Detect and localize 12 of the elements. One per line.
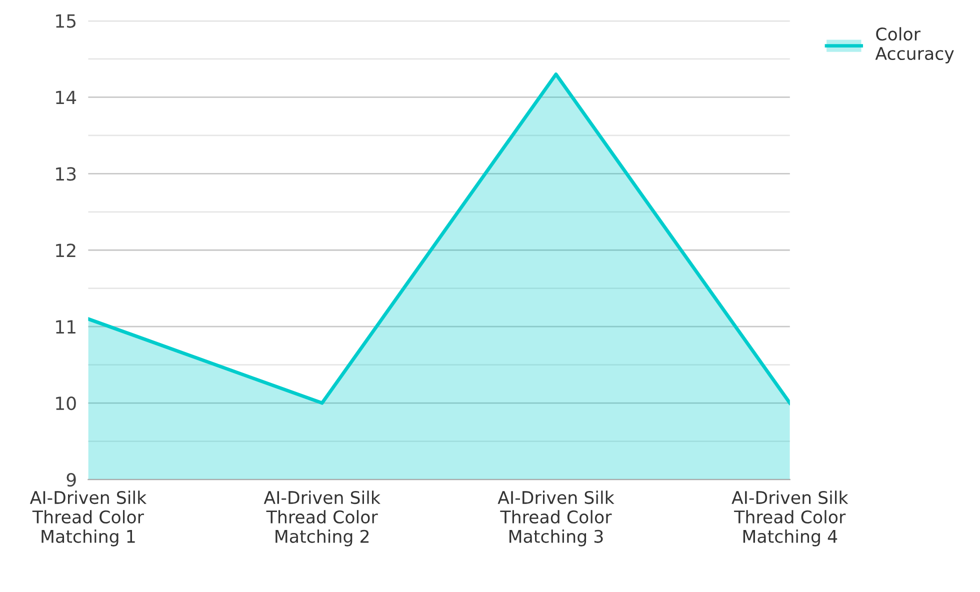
- x-tick-label: AI-Driven Silk Thread Color Matching 2: [264, 490, 380, 546]
- y-tick-label: 12: [56, 244, 76, 257]
- legend-label: Color Accuracy: [875, 27, 954, 64]
- y-tick-label: 15: [56, 14, 76, 28]
- y-tick-label: 11: [56, 320, 76, 334]
- y-tick-label: 14: [56, 90, 76, 104]
- x-tick-label: AI-Driven Silk Thread Color Matching 4: [732, 490, 848, 546]
- y-tick-label: 10: [56, 396, 76, 410]
- x-tick-label: AI-Driven Silk Thread Color Matching 3: [498, 490, 614, 546]
- y-tick-label: 13: [56, 167, 76, 181]
- y-tick-label: 9: [66, 472, 76, 487]
- x-tick-label: AI-Driven Silk Thread Color Matching 1: [30, 490, 147, 546]
